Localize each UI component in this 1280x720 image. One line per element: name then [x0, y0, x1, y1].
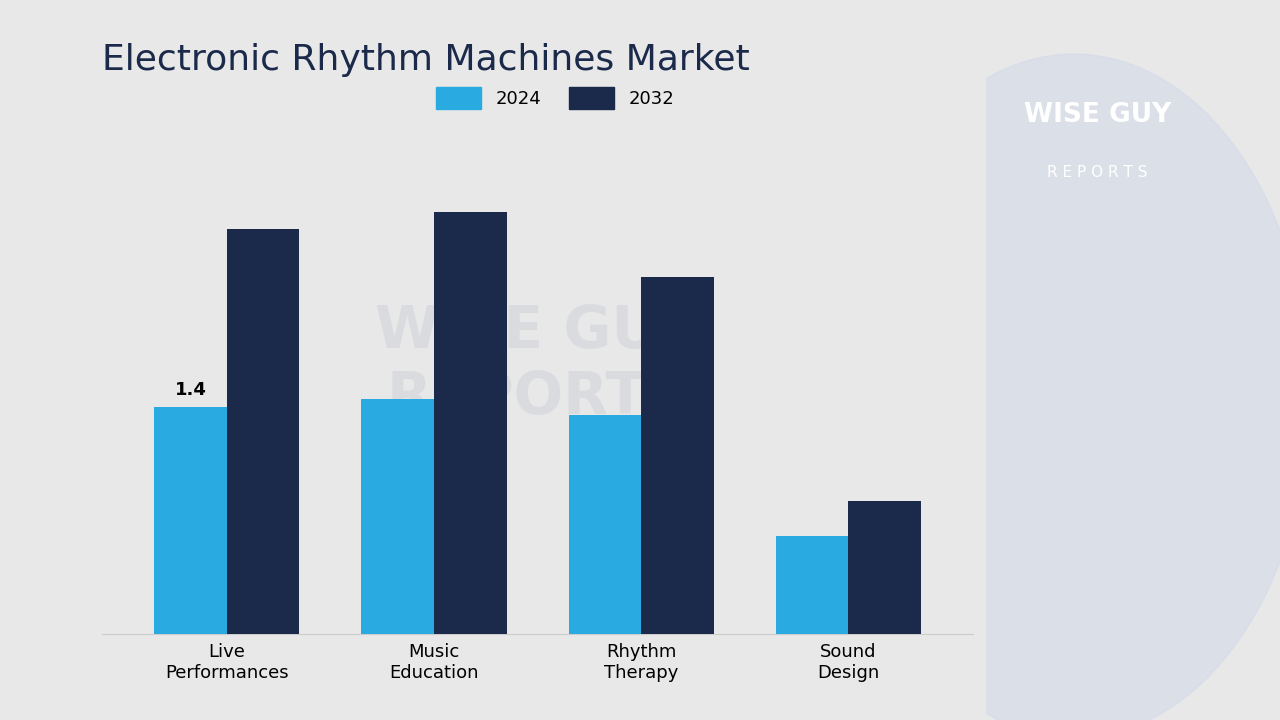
- Bar: [641, 277, 714, 634]
- Ellipse shape: [838, 54, 1280, 720]
- Bar: [849, 501, 922, 634]
- Bar: [434, 212, 507, 634]
- Bar: [776, 536, 849, 634]
- Text: 1.4: 1.4: [174, 381, 206, 399]
- Bar: [227, 229, 300, 634]
- Text: WISE GUY: WISE GUY: [1024, 102, 1171, 128]
- Bar: [154, 407, 227, 634]
- Bar: [361, 399, 434, 634]
- Text: WISE GUY
REPORTS: WISE GUY REPORTS: [375, 302, 700, 426]
- Text: R E P O R T S: R E P O R T S: [1047, 166, 1148, 180]
- Bar: [568, 415, 641, 634]
- Legend: 2024, 2032: 2024, 2032: [421, 73, 689, 123]
- Text: Electronic Rhythm Machines Market: Electronic Rhythm Machines Market: [102, 43, 750, 77]
